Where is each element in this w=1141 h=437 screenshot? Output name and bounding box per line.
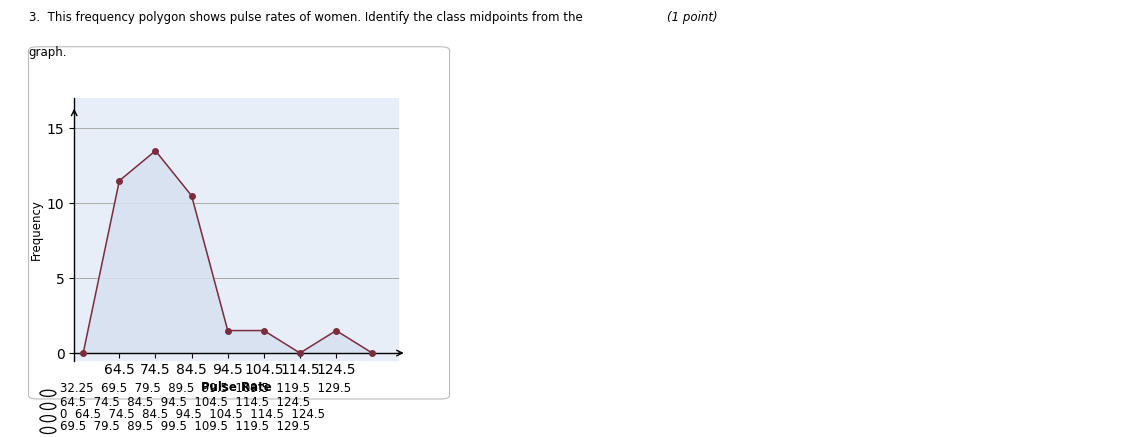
Text: (1 point): (1 point)	[667, 11, 718, 24]
X-axis label: Pulse Rate: Pulse Rate	[201, 381, 273, 394]
Y-axis label: Frequency: Frequency	[30, 199, 42, 260]
Text: 0  64.5  74.5  84.5  94.5  104.5  114.5  124.5: 0 64.5 74.5 84.5 94.5 104.5 114.5 124.5	[60, 408, 325, 421]
Text: graph.: graph.	[29, 46, 67, 59]
Text: 32.25  69.5  79.5  89.5  99.5  109.5  119.5  129.5: 32.25 69.5 79.5 89.5 99.5 109.5 119.5 12…	[60, 382, 351, 395]
Text: 3.  This frequency polygon shows pulse rates of women. Identify the class midpoi: 3. This frequency polygon shows pulse ra…	[29, 11, 582, 24]
Text: 64.5  74.5  84.5  94.5  104.5  114.5  124.5: 64.5 74.5 84.5 94.5 104.5 114.5 124.5	[60, 395, 310, 409]
Text: 69.5  79.5  89.5  99.5  109.5  119.5  129.5: 69.5 79.5 89.5 99.5 109.5 119.5 129.5	[60, 420, 310, 433]
